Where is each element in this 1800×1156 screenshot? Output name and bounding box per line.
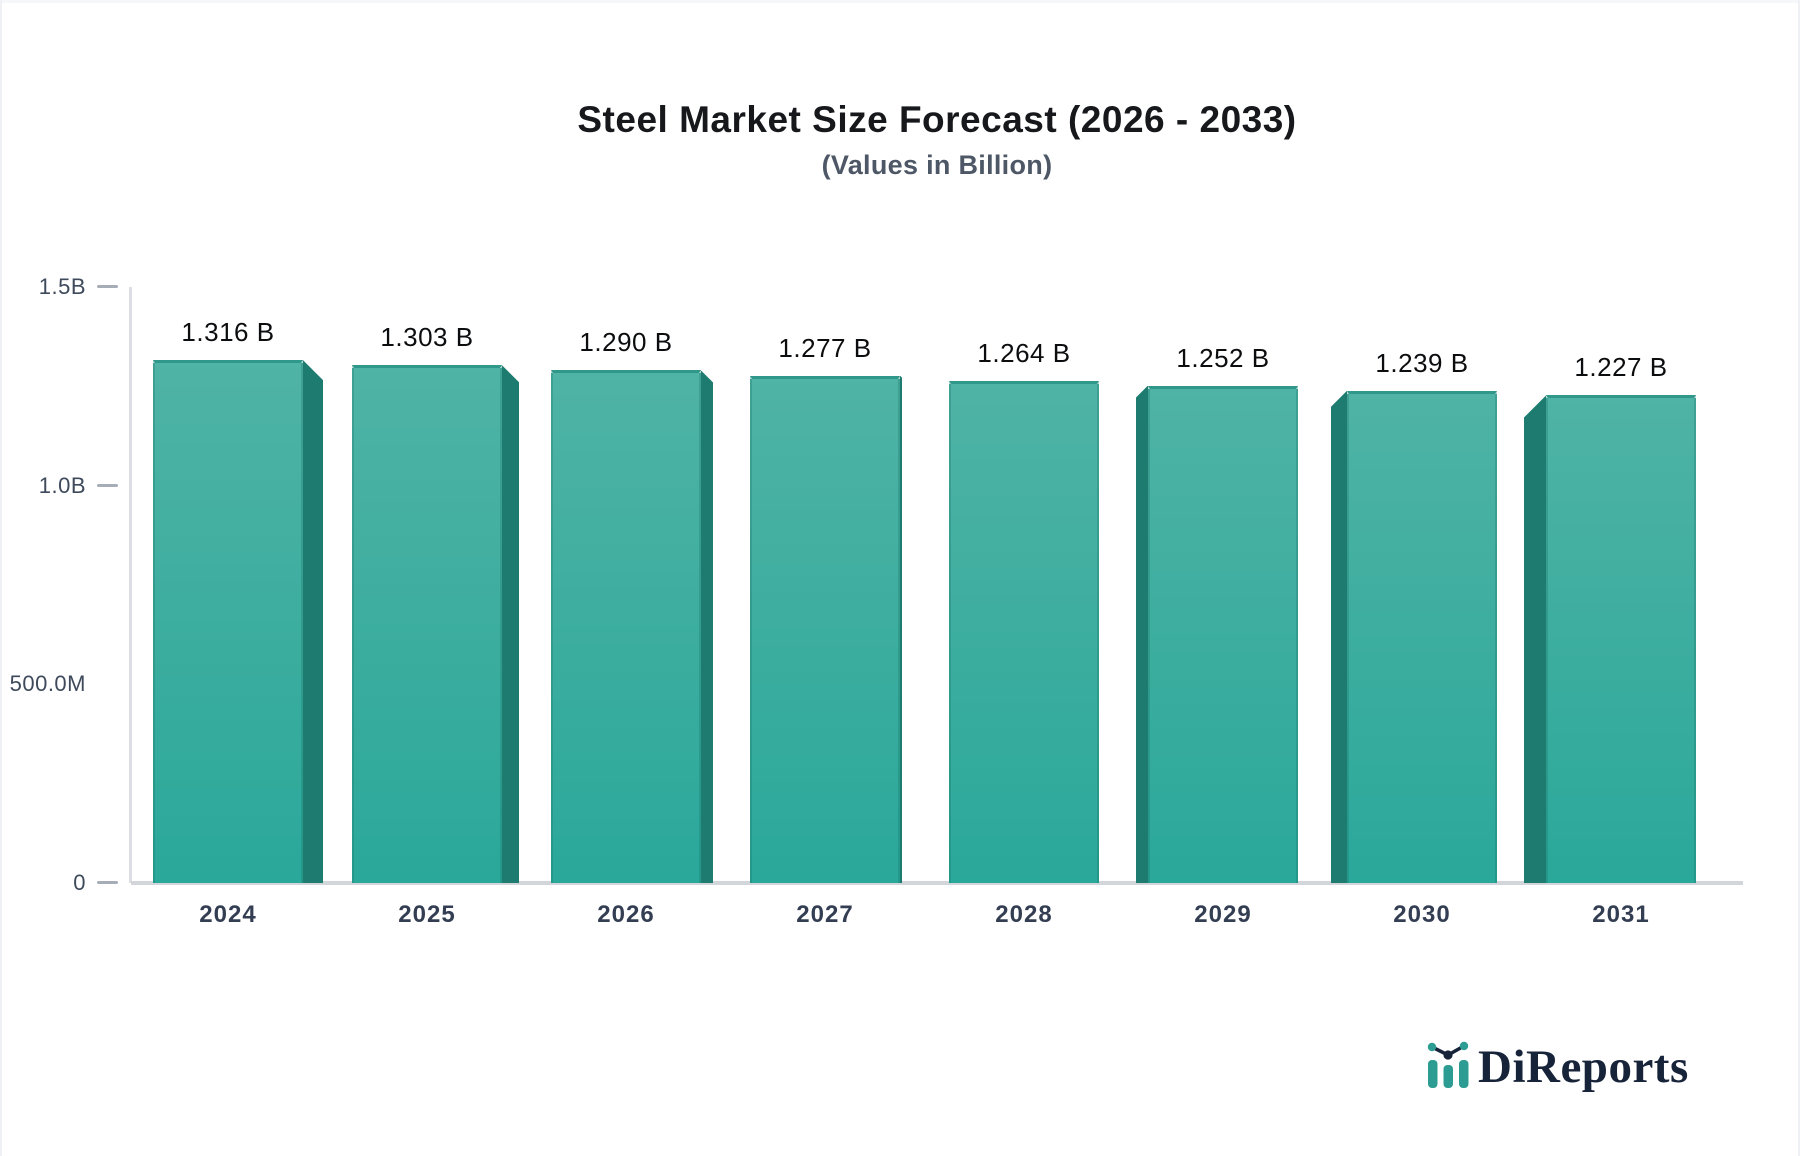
x-axis-category-label: 2031 [1592,901,1650,928]
chart-title: Steel Market Size Forecast (2026 - 2033) [577,99,1297,140]
bar-value-label: 1.316 B [181,317,275,348]
y-tick-dash [97,881,118,884]
direports-logo-text: DiReports [1478,1040,1689,1093]
x-axis-line [131,881,1743,885]
bar-side-3d [701,370,713,883]
y-axis-tick-label: 0 [73,870,86,895]
bar-2027[interactable] [750,375,902,883]
card-right-edge [1798,0,1800,1156]
y-tick-dash [97,483,118,487]
card-left-edge [0,0,2,1156]
bar-face [949,380,1099,883]
bar-2028[interactable] [949,380,1099,883]
x-axis-category-label: 2028 [995,901,1053,928]
bar-value-label: 1.252 B [1176,342,1270,373]
direports-logo: DiReports [1425,1032,1689,1090]
x-axis-category-label: 2024 [199,901,257,928]
bar-side-3d [1524,395,1546,883]
y-axis-tick-label: 1.0B [38,472,86,498]
bar-2026[interactable] [551,370,713,883]
bar-2031[interactable] [1524,395,1696,883]
y-tick-dash [97,285,118,288]
bar-2024[interactable] [153,360,323,883]
bar-face [1148,385,1298,883]
bar-2030[interactable] [1331,390,1497,883]
bar-face [551,370,701,883]
bar-side-3d [1136,385,1148,883]
x-axis-category-label: 2030 [1393,901,1451,928]
bar-side-3d [502,365,519,883]
bar-face [153,360,303,883]
y-axis-line [129,287,132,883]
bar-2029[interactable] [1136,385,1298,883]
bar-value-label: 1.290 B [579,327,673,358]
card-top-edge [0,0,1800,3]
bar-side-3d [900,375,902,883]
bar-face [352,365,502,883]
y-axis-tick-label: 1.5B [38,274,86,299]
bar-value-label: 1.264 B [977,337,1071,368]
bar-face [750,375,900,883]
x-axis-category-label: 2026 [597,901,655,928]
bar-value-label: 1.227 B [1574,352,1668,383]
chart-subtitle: (Values in Billion) [821,150,1053,180]
x-axis-category-label: 2025 [398,901,456,928]
bar-line-chart-icon [1427,1041,1469,1088]
bar-value-label: 1.239 B [1375,347,1469,378]
bar-side-3d [1331,390,1347,883]
bar-value-label: 1.277 B [778,332,872,363]
bar-face [1347,390,1497,883]
y-axis-tick-label: 500.0M [9,671,86,697]
bar-2025[interactable] [352,365,519,883]
bar-face [1546,395,1696,883]
x-axis-category-label: 2027 [796,901,854,928]
chart-header: Steel Market Size Forecast (2026 - 2033)… [131,97,1743,181]
x-axis-category-label: 2029 [1194,901,1252,928]
bar-value-label: 1.303 B [380,322,474,353]
bar-side-3d [303,360,323,883]
